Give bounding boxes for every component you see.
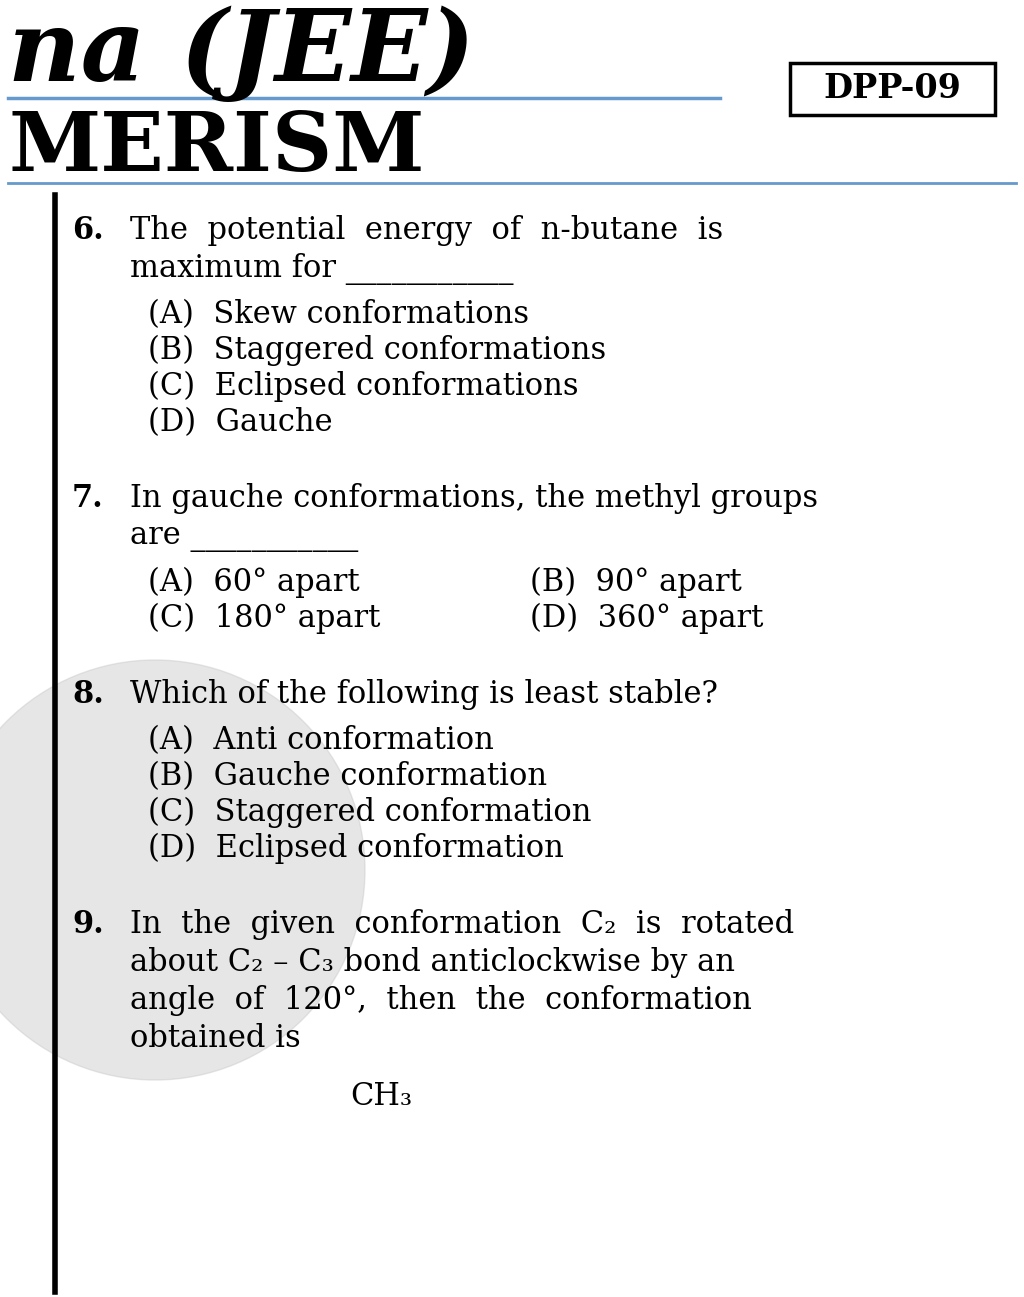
Text: are ___________: are ___________ — [130, 521, 358, 553]
Text: 8.: 8. — [72, 680, 103, 709]
Text: 9.: 9. — [72, 909, 103, 940]
Text: The  potential  energy  of  n-butane  is: The potential energy of n-butane is — [130, 215, 723, 246]
Text: In  the  given  conformation  C₂  is  rotated: In the given conformation C₂ is rotated — [130, 909, 795, 940]
Text: (D)  Eclipsed conformation: (D) Eclipsed conformation — [148, 833, 564, 864]
Text: na (JEE): na (JEE) — [8, 5, 475, 101]
Text: (C)  Eclipsed conformations: (C) Eclipsed conformations — [148, 371, 579, 402]
Text: obtained is: obtained is — [130, 1023, 301, 1054]
Text: (B)  Gauche conformation: (B) Gauche conformation — [148, 761, 547, 792]
Text: DPP-09: DPP-09 — [823, 73, 962, 105]
Text: Which of the following is least stable?: Which of the following is least stable? — [130, 680, 718, 709]
Text: (A)  Skew conformations: (A) Skew conformations — [148, 300, 529, 329]
FancyBboxPatch shape — [790, 64, 995, 115]
Text: (C)  Staggered conformation: (C) Staggered conformation — [148, 796, 592, 829]
Text: about C₂ – C₃ bond anticlockwise by an: about C₂ – C₃ bond anticlockwise by an — [130, 947, 735, 978]
Text: 7.: 7. — [72, 482, 103, 514]
Text: In gauche conformations, the methyl groups: In gauche conformations, the methyl grou… — [130, 482, 818, 514]
Text: (B)  90° apart: (B) 90° apart — [530, 567, 741, 598]
Text: (C)  180° apart: (C) 180° apart — [148, 603, 380, 634]
Text: maximum for ___________: maximum for ___________ — [130, 253, 513, 285]
Text: (D)  360° apart: (D) 360° apart — [530, 603, 763, 634]
Text: CH₃: CH₃ — [350, 1080, 412, 1112]
Text: angle  of  120°,  then  the  conformation: angle of 120°, then the conformation — [130, 984, 752, 1016]
Text: (B)  Staggered conformations: (B) Staggered conformations — [148, 335, 606, 366]
Circle shape — [0, 660, 365, 1080]
Text: (A)  Anti conformation: (A) Anti conformation — [148, 725, 494, 756]
Text: (D)  Gauche: (D) Gauche — [148, 407, 333, 438]
Text: MERISM: MERISM — [8, 108, 425, 188]
Text: (A)  60° apart: (A) 60° apart — [148, 567, 359, 598]
Text: 6.: 6. — [72, 215, 103, 246]
